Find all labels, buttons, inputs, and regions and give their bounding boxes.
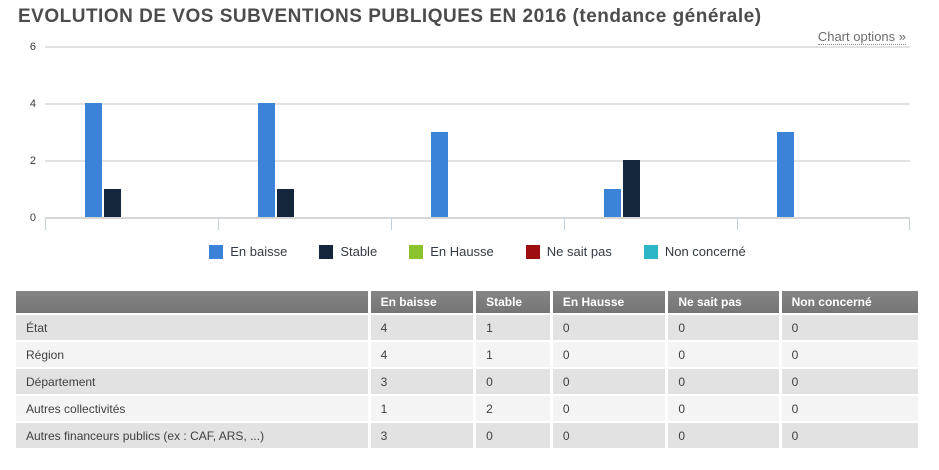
row-label: Région <box>16 342 368 367</box>
row-label: Autres collectivités <box>16 396 368 421</box>
bar-chart: 0 2 4 6 En baisse Stable En Hausse Ne sait pas… <box>0 41 910 259</box>
gridline-2 <box>45 160 910 162</box>
x-axis-tick <box>564 219 565 230</box>
bar-en-baisse-4 <box>777 131 794 217</box>
cell-value: 4 <box>370 315 474 340</box>
y-axis-labels: 0 2 4 6 <box>0 41 36 224</box>
bar-stable-0 <box>104 188 121 217</box>
y-axis-tick-label: 6 <box>29 41 36 53</box>
bar-en-baisse-3 <box>604 188 621 217</box>
gridline-6 <box>45 46 910 48</box>
cell-value: 0 <box>668 342 779 367</box>
table-row: Autres collectivités 1 2 0 0 0 <box>16 396 918 421</box>
column-header-label <box>16 291 368 313</box>
x-axis-tick <box>737 219 738 230</box>
bar-en-baisse-0 <box>85 103 102 217</box>
gridline-4 <box>45 103 910 105</box>
page-title: EVOLUTION DE VOS SUBVENTIONS PUBLIQUES E… <box>18 6 762 27</box>
legend-swatch-icon <box>409 244 424 259</box>
legend-swatch-icon <box>209 244 224 259</box>
cell-value: 0 <box>781 342 918 367</box>
cell-value: 3 <box>370 369 474 394</box>
legend-label: En Hausse <box>430 244 494 259</box>
column-header-En baisse: En baisse <box>370 291 474 313</box>
bar-en-baisse-2 <box>431 131 448 217</box>
legend-item-stable: Stable <box>319 244 377 259</box>
x-axis-ticks <box>45 219 910 231</box>
cell-value: 0 <box>476 423 550 448</box>
legend-label: Ne sait pas <box>546 244 612 259</box>
cell-value: 0 <box>781 315 918 340</box>
table-row: État 4 1 0 0 0 <box>16 315 918 340</box>
cell-value: 2 <box>476 396 550 421</box>
table-header-row: En baisse Stable En Hausse Ne sait pas Non c… <box>16 291 918 313</box>
x-axis-tick <box>45 219 46 230</box>
cell-value: 0 <box>552 369 666 394</box>
data-table: En baisse Stable En Hausse Ne sait pas Non c… <box>13 289 921 450</box>
cell-value: 0 <box>552 315 666 340</box>
bar-stable-1 <box>277 188 294 217</box>
chart-legend: En baisse Stable En Hausse Ne sait pas Non c… <box>45 244 910 259</box>
table-body: État 4 1 0 0 0 Région 4 1 0 0 0 Département 3 0 0 0 0 Autr… <box>16 315 918 448</box>
column-header-Stable: Stable <box>476 291 550 313</box>
x-axis-line <box>45 217 910 219</box>
legend-swatch-icon <box>525 244 540 259</box>
row-label: Autres financeurs publics (ex : CAF, ARS… <box>16 423 368 448</box>
cell-value: 0 <box>552 396 666 421</box>
legend-item-non-concerné: Non concerné <box>643 244 746 259</box>
plot-area <box>45 46 910 219</box>
cell-value: 0 <box>476 369 550 394</box>
cell-value: 1 <box>476 315 550 340</box>
cell-value: 0 <box>668 315 779 340</box>
cell-value: 1 <box>476 342 550 367</box>
legend-label: Stable <box>340 244 378 259</box>
legend-item-en-baisse: En baisse <box>209 244 287 259</box>
cell-value: 0 <box>668 396 779 421</box>
y-axis-tick-label: 0 <box>29 212 36 224</box>
legend-label: Non concerné <box>664 244 746 259</box>
x-axis-tick <box>391 219 392 230</box>
row-label: Département <box>16 369 368 394</box>
legend-item-ne-sait-pas: Ne sait pas <box>525 244 612 259</box>
table-row: Autres financeurs publics (ex : CAF, ARS… <box>16 423 918 448</box>
chart-options-link[interactable]: Chart options » <box>817 29 906 45</box>
cell-value: 0 <box>781 396 918 421</box>
bar-stable-3 <box>623 160 640 217</box>
legend-item-en-hausse: En Hausse <box>409 244 494 259</box>
row-label: État <box>16 315 368 340</box>
cell-value: 0 <box>781 423 918 448</box>
bar-en-baisse-1 <box>258 103 275 217</box>
cell-value: 1 <box>370 396 474 421</box>
cell-value: 0 <box>552 342 666 367</box>
y-axis-tick-label: 4 <box>29 98 36 110</box>
column-header-En Hausse: En Hausse <box>552 291 666 313</box>
x-axis-tick <box>218 219 219 230</box>
y-axis-tick-label: 2 <box>29 155 36 167</box>
cell-value: 0 <box>668 369 779 394</box>
column-header-Ne sait pas: Ne sait pas <box>668 291 779 313</box>
legend-swatch-icon <box>319 244 334 259</box>
x-axis-tick <box>909 219 910 230</box>
legend-label: En baisse <box>230 244 288 259</box>
cell-value: 3 <box>370 423 474 448</box>
cell-value: 4 <box>370 342 474 367</box>
table-row: Département 3 0 0 0 0 <box>16 369 918 394</box>
cell-value: 0 <box>781 369 918 394</box>
table-row: Région 4 1 0 0 0 <box>16 342 918 367</box>
cell-value: 0 <box>668 423 779 448</box>
cell-value: 0 <box>552 423 666 448</box>
column-header-Non concerné: Non concerné <box>781 291 918 313</box>
legend-swatch-icon <box>643 244 658 259</box>
